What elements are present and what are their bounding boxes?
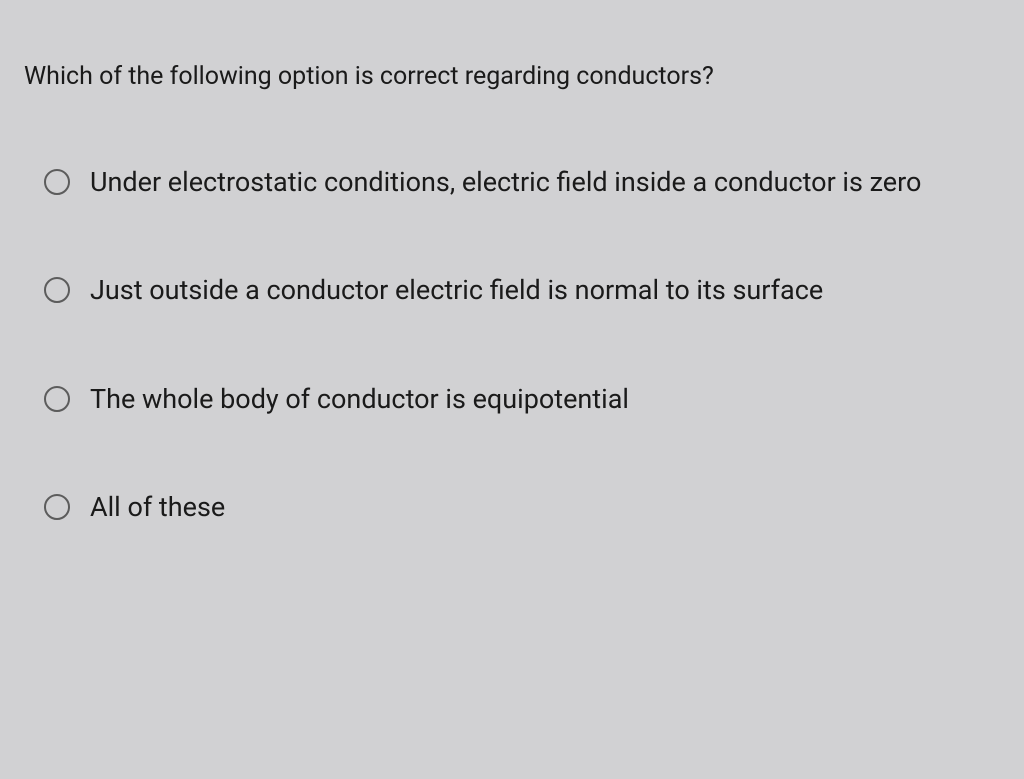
- question-text: Which of the following option is correct…: [24, 60, 1000, 94]
- radio-icon: [44, 494, 70, 520]
- radio-icon: [44, 277, 70, 303]
- quiz-card: Which of the following option is correct…: [4, 0, 1020, 779]
- options-list: Under electrostatic conditions, electric…: [24, 164, 1000, 526]
- option-1[interactable]: Under electrostatic conditions, electric…: [44, 164, 1000, 200]
- option-3[interactable]: The whole body of conductor is equipoten…: [44, 381, 1000, 417]
- option-label: Under electrostatic conditions, electric…: [90, 164, 921, 200]
- option-label: The whole body of conductor is equipoten…: [90, 381, 629, 417]
- option-label: All of these: [90, 489, 225, 525]
- option-2[interactable]: Just outside a conductor electric field …: [44, 272, 1000, 308]
- option-label: Just outside a conductor electric field …: [90, 272, 823, 308]
- option-4[interactable]: All of these: [44, 489, 1000, 525]
- radio-icon: [44, 386, 70, 412]
- radio-icon: [44, 169, 70, 195]
